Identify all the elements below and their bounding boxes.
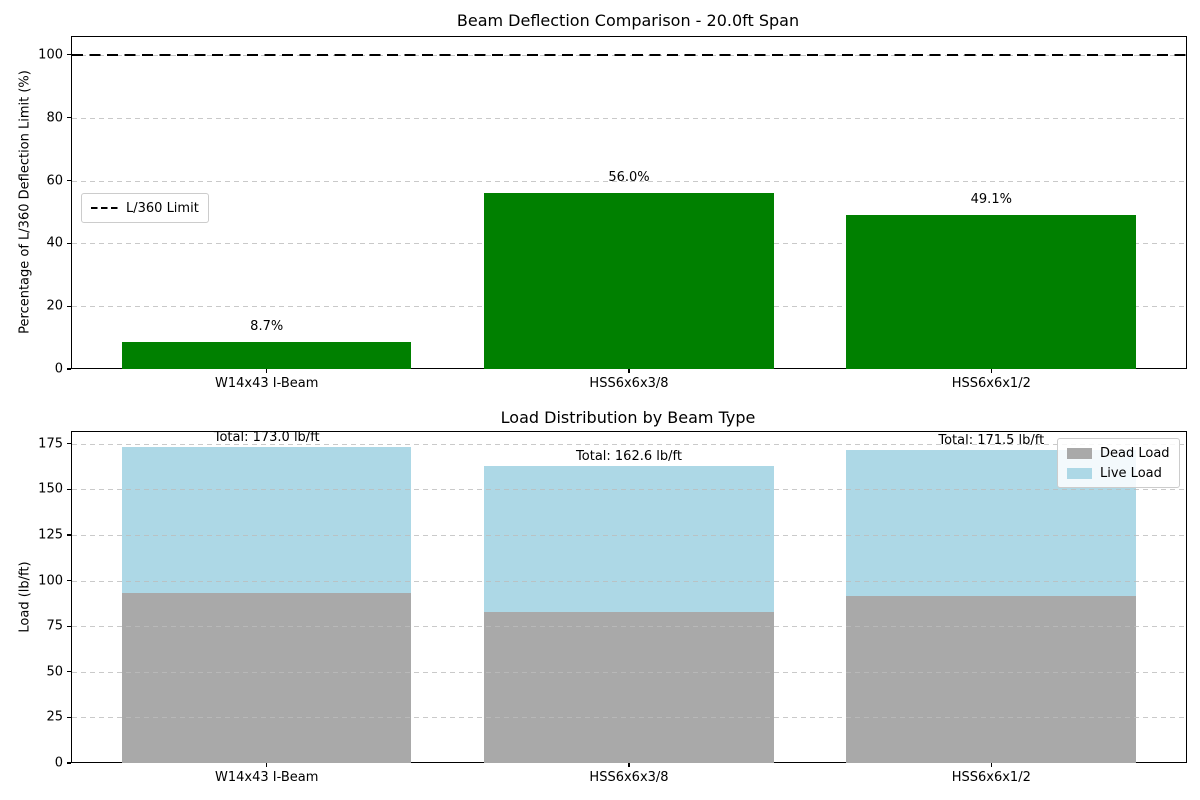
deflection-bar [121,341,412,369]
y-tick [67,54,71,56]
y-tick [67,242,71,244]
y-gridline [72,717,1186,719]
deflection-chart-ylabel: Percentage of L/360 Deflection Limit (%) [17,70,33,334]
x-tick-label: HSS6x6x3/8 [589,770,669,785]
y-tick-label: 50 [46,664,63,680]
y-tick [67,117,71,119]
total-load-label: Total: 162.6 lb/ft [576,449,682,465]
deflection-chart-title: Beam Deflection Comparison - 20.0ft Span [456,11,800,30]
y-tick-label: 100 [38,573,63,589]
bar-value-label: 8.7% [250,318,284,334]
y-tick [67,534,71,536]
y-tick [67,488,71,490]
load-chart-title: Load Distribution by Beam Type [500,408,756,427]
y-tick-label: 100 [38,47,63,63]
y-tick [67,671,71,673]
y-tick [67,625,71,627]
legend-entry: Dead Load [1067,443,1170,463]
y-gridline [72,580,1186,582]
bar-value-label: 49.1% [970,191,1012,207]
live-load-bar [484,466,774,613]
legend-entry-label: L/360 Limit [126,200,199,216]
legend-entry: Live Load [1067,463,1170,483]
x-tick [628,369,630,373]
x-tick [990,763,992,767]
y-tick-label: 175 [38,436,63,452]
y-tick-label: 75 [46,618,63,634]
y-tick-label: 20 [46,298,63,314]
deflection-limit-line [72,53,1186,56]
total-load-label: Total: 173.0 lb/ft [213,430,320,446]
y-tick [67,368,71,370]
x-tick-label: HSS6x6x3/8 [589,376,669,391]
legend-entry: L/360 Limit [91,198,199,218]
legend-entry-label: Dead Load [1100,445,1170,461]
x-tick [266,763,268,767]
y-gridline [72,180,1186,182]
legend-dashed-line-sample [91,206,118,210]
y-gridline [72,535,1186,536]
legend-entry-label: Live Load [1100,465,1162,481]
legend-color-patch [1067,467,1092,479]
y-tick [67,443,71,445]
x-tick-label: W14x43 I-Beam [215,770,319,785]
y-tick-label: 60 [46,173,63,188]
x-tick-label: HSS6x6x1/2 [951,376,1031,391]
y-gridline [72,117,1186,119]
y-tick [67,762,71,764]
y-tick [67,716,71,718]
x-tick-label: W14x43 I-Beam [215,376,319,391]
x-tick [266,369,268,373]
y-tick [67,305,71,307]
deflection-bar [846,214,1137,369]
y-tick-label: 0 [54,755,63,771]
load-chart-legend: Dead Load Live Load [1057,438,1180,488]
deflection-bar [484,193,774,369]
y-tick-label: 40 [46,235,63,251]
y-gridline [72,626,1186,628]
total-load-label: Total: 171.5 lb/ft [938,433,1045,449]
y-tick-label: 25 [46,709,63,725]
y-tick-label: 0 [54,361,63,377]
x-tick [990,369,992,373]
y-gridline [72,489,1186,491]
legend-color-patch [1067,447,1092,459]
deflection-chart-legend: L/360 Limit [81,193,209,223]
x-tick-label: HSS6x6x1/2 [951,770,1031,785]
y-tick-label: 150 [38,481,63,497]
x-tick [628,763,630,767]
dead-load-bar [484,612,774,763]
y-tick-label: 125 [38,527,63,543]
y-gridline [72,443,1186,445]
load-chart-ylabel: Load (lb/ft) [17,561,33,633]
bar-value-label: 56.0% [608,170,650,186]
y-tick [67,179,71,182]
dead-load-bar [121,593,412,763]
dead-load-bar [846,596,1137,763]
y-gridline [72,671,1186,673]
y-tick-label: 80 [46,110,63,126]
live-load-bar [121,447,412,594]
y-tick [67,580,71,582]
